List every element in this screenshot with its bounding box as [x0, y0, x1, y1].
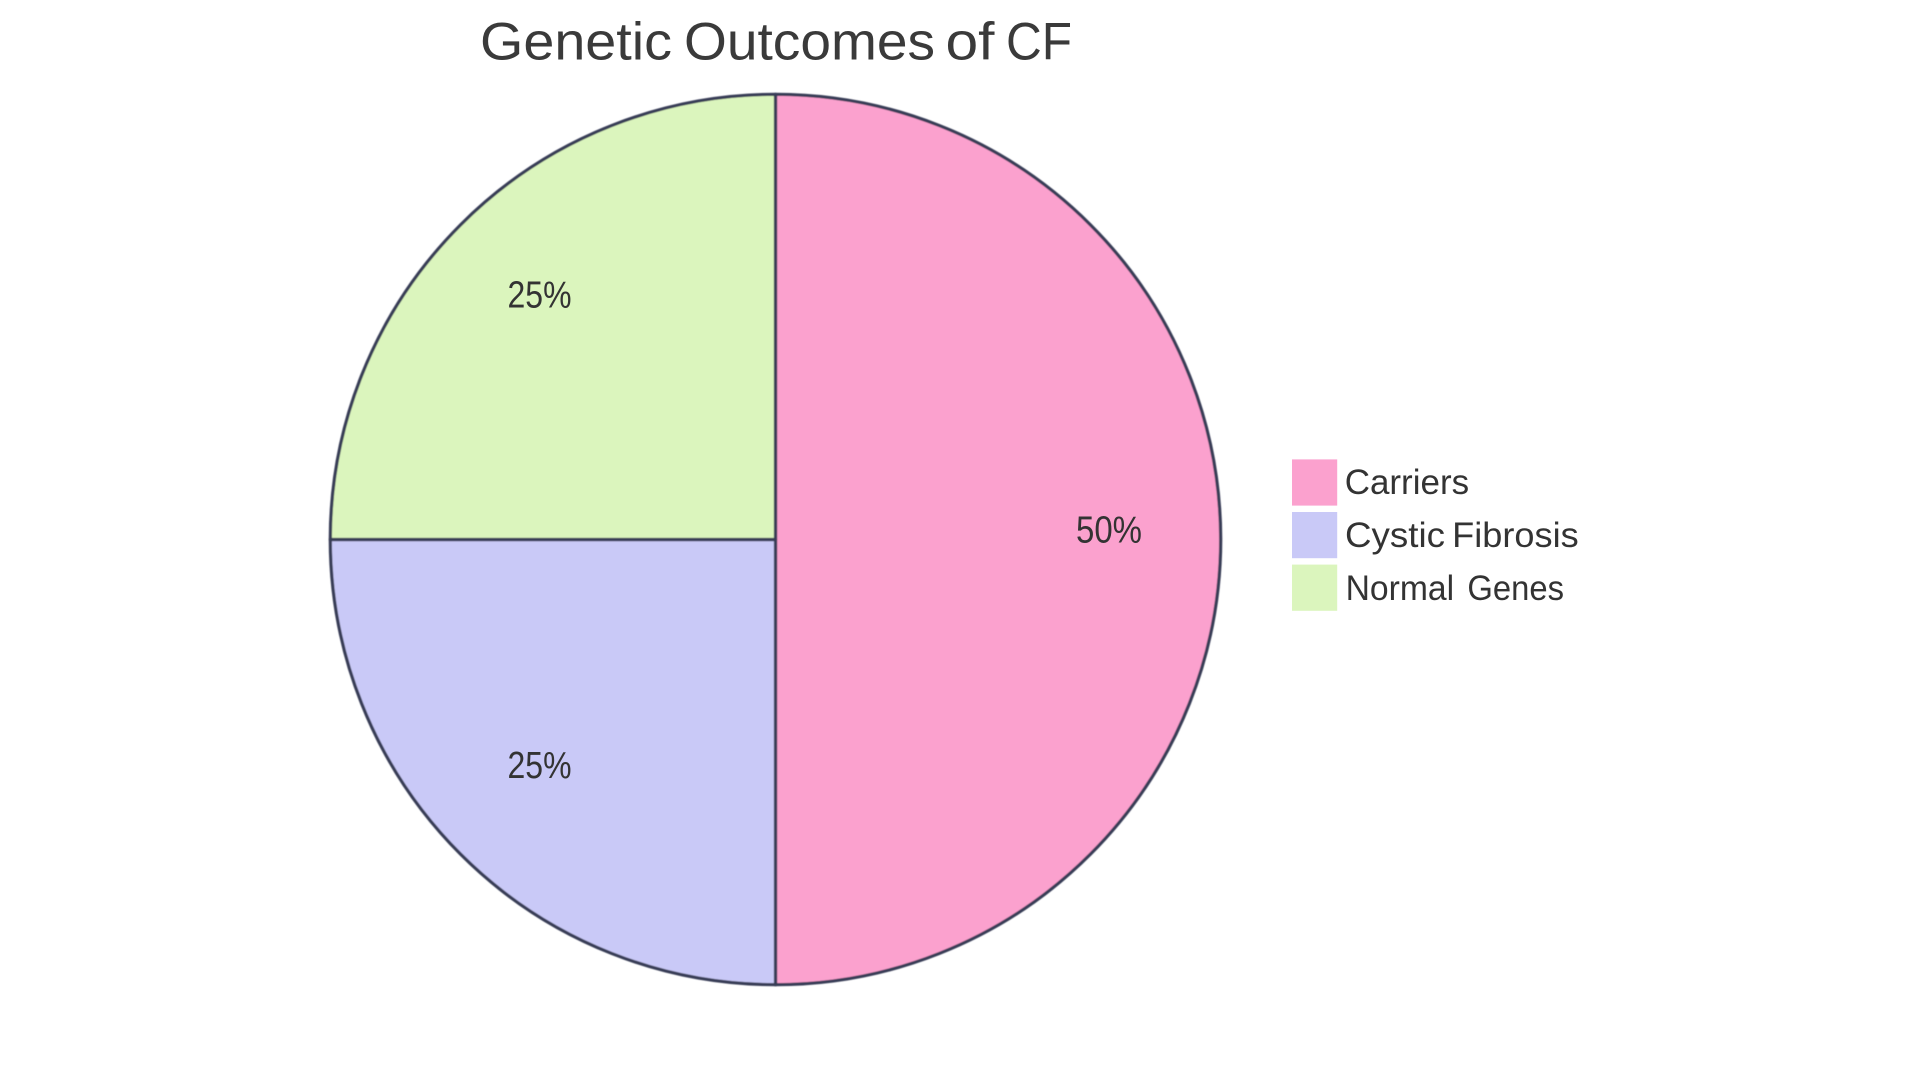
svg-text:Normal: Normal — [1346, 569, 1455, 608]
svg-text:Fibrosis: Fibrosis — [1452, 516, 1579, 555]
svg-text:50%: 50% — [1076, 509, 1142, 551]
svg-text:Outcomes: Outcomes — [684, 13, 935, 72]
svg-text:Carriers: Carriers — [1345, 463, 1469, 502]
svg-text:Cystic: Cystic — [1345, 516, 1445, 555]
svg-text:25%: 25% — [508, 274, 572, 316]
svg-text:CF: CF — [1006, 13, 1072, 72]
svg-text:Genetic: Genetic — [480, 13, 672, 72]
svg-text:Genes: Genes — [1467, 569, 1564, 608]
svg-text:25%: 25% — [508, 745, 572, 787]
svg-text:of: of — [946, 13, 995, 72]
